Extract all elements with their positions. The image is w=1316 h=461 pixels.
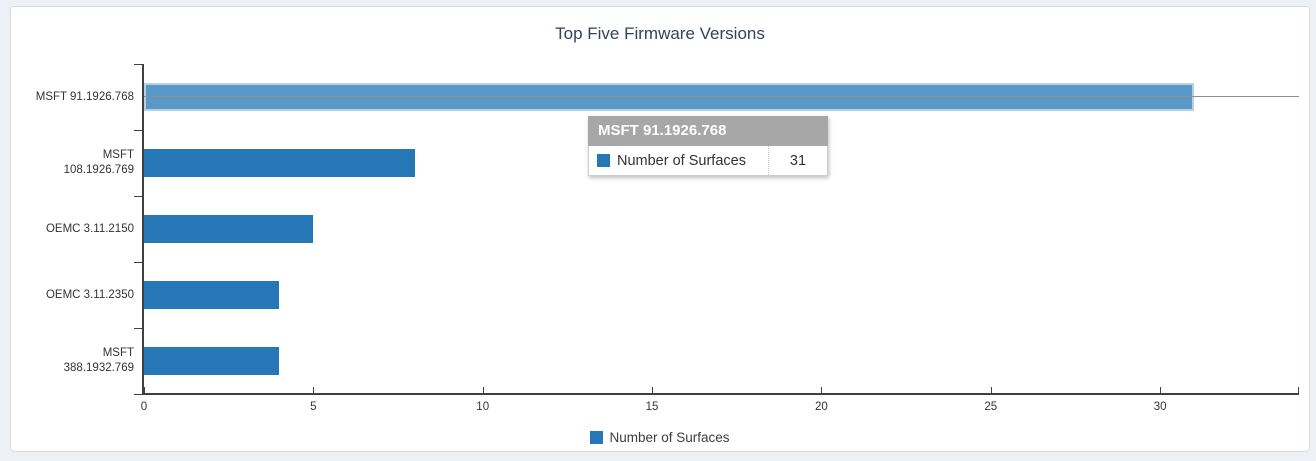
y-axis-tick — [134, 262, 142, 263]
category-label-2: OEMC 3.11.2150 — [11, 196, 134, 262]
bar-2[interactable] — [144, 215, 313, 243]
category-label-line: MSFT — [102, 347, 134, 360]
y-axis-tick — [134, 64, 142, 65]
category-label-0: MSFT 91.1926.768 — [11, 64, 134, 130]
x-tick-label-10: 10 — [476, 401, 490, 413]
y-axis-line — [142, 64, 144, 395]
tooltip-body: Number of Surfaces 31 — [588, 146, 828, 176]
tooltip-value: 31 — [768, 146, 827, 175]
category-label-1: MSFT 108.1926.769 — [11, 130, 134, 196]
chart-legend[interactable]: Number of Surfaces — [11, 428, 1309, 446]
y-axis-tick — [134, 196, 142, 197]
x-tick-label-25: 25 — [984, 401, 998, 413]
y-axis-tick — [134, 130, 142, 131]
x-axis-tick — [990, 387, 992, 393]
y-axis-tick — [134, 328, 142, 329]
tooltip-title: MSFT 91.1926.768 — [588, 116, 828, 146]
x-axis-tick — [1160, 387, 1162, 393]
crosshair-line — [144, 96, 1299, 97]
x-tick-label-30: 30 — [1153, 401, 1167, 413]
category-label-line: MSFT 91.1926.768 — [35, 90, 134, 103]
x-axis-tick — [482, 387, 484, 393]
category-label-3: OEMC 3.11.2350 — [11, 262, 134, 328]
x-axis-tick — [313, 387, 315, 393]
legend-swatch-icon — [590, 430, 604, 444]
category-label-line: MSFT — [102, 149, 134, 162]
x-axis-line — [142, 393, 1299, 395]
category-label-line: OEMC 3.11.2350 — [45, 288, 134, 301]
bar-3[interactable] — [144, 281, 279, 309]
x-tick-label-20: 20 — [815, 401, 828, 413]
category-label-4: MSFT 388.1932.769 — [11, 328, 134, 394]
bar-1[interactable] — [144, 149, 415, 177]
tooltip-series-swatch-icon — [597, 154, 610, 167]
x-axis-end-tick — [1298, 387, 1299, 393]
legend-label: Number of Surfaces — [609, 429, 730, 445]
x-tick-label-5: 5 — [310, 401, 317, 413]
tooltip-series-label: Number of Surfaces — [617, 152, 746, 169]
chart-card: Top Five Firmware Versions MSFT 91.1926.… — [10, 6, 1310, 452]
y-axis-tick — [134, 394, 142, 395]
chart-tooltip: MSFT 91.1926.768 Number of Surfaces 31 — [588, 116, 828, 176]
category-label-line: OEMC 3.11.2150 — [45, 222, 134, 235]
x-tick-label-15: 15 — [645, 401, 659, 413]
category-label-line: 388.1932.769 — [63, 362, 134, 374]
x-axis-tick — [144, 387, 145, 393]
category-label-line: 108.1926.769 — [63, 164, 134, 176]
x-tick-label-0: 0 — [140, 401, 148, 413]
bar-0[interactable] — [144, 83, 1194, 111]
x-axis-tick — [821, 387, 823, 393]
x-axis-tick — [652, 387, 654, 393]
chart-title: Top Five Firmware Versions — [555, 24, 765, 43]
bar-4[interactable] — [144, 347, 279, 375]
